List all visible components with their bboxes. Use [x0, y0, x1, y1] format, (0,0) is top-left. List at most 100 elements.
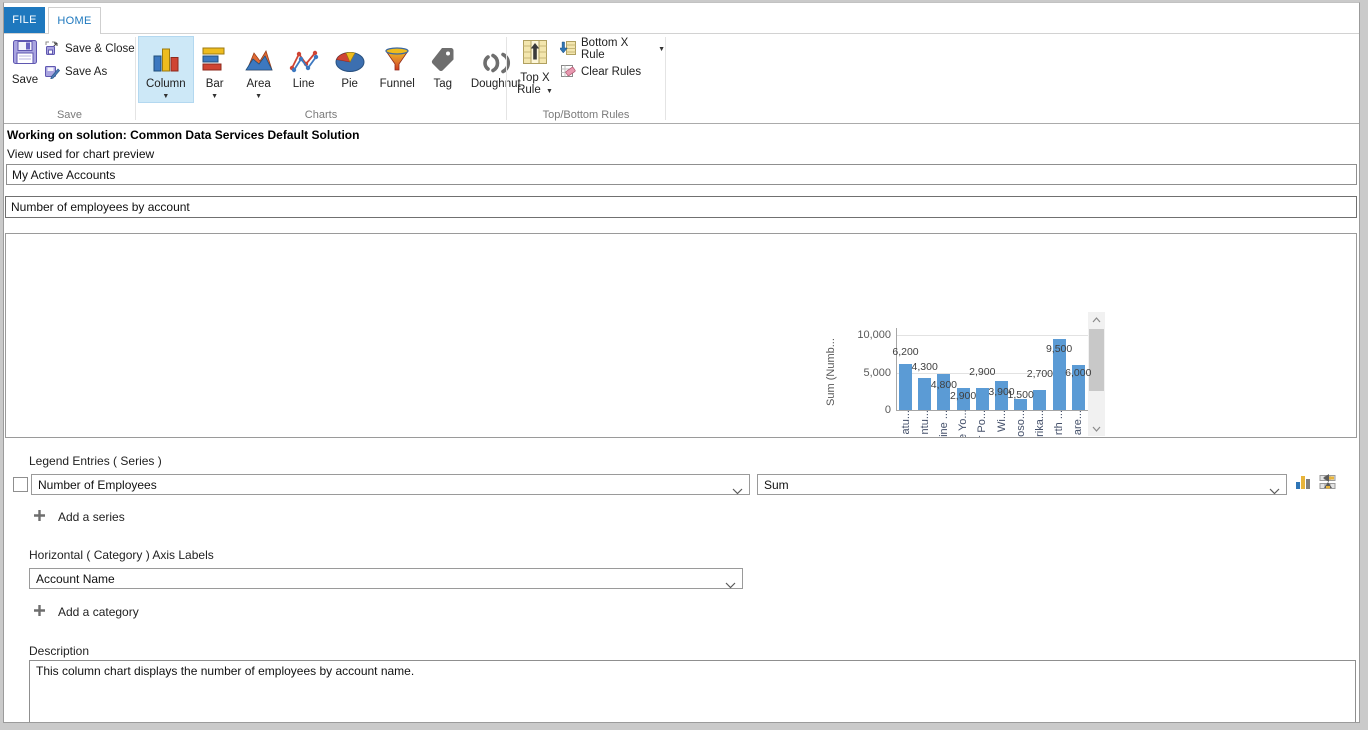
chart-type-line-button[interactable]: Line	[281, 37, 327, 102]
column-chart-icon	[151, 41, 181, 74]
tag-button-label: Tag	[433, 78, 453, 90]
add-series-button[interactable]: Add a series	[33, 509, 125, 525]
chart-area: Sum (Numb... 6,200 4,300 4,800 2,900 2,900 3,…	[821, 299, 1106, 438]
mini-column-chart-icon	[1295, 474, 1311, 495]
chart-type-doughnut-button[interactable]: Doughnut	[464, 37, 528, 102]
chart-x-tick-label: Wi...	[995, 410, 1008, 432]
tab-home[interactable]: HOME	[48, 7, 101, 34]
doughnut-button-label: Doughnut	[470, 78, 521, 90]
chevron-down-icon	[725, 576, 736, 594]
series-chart-type-button[interactable]	[1293, 475, 1313, 494]
pie-button-label: Pie	[341, 78, 358, 90]
scrollbar-thumb[interactable]	[1089, 329, 1104, 391]
chart-title-input[interactable]	[5, 196, 1357, 218]
chart-x-tick-label: atu...	[899, 410, 912, 435]
plus-icon	[33, 509, 46, 525]
series-field-dropdown[interactable]: Number of Employees	[31, 474, 750, 495]
ribbon: Save Save & Close Save As Save	[4, 34, 1359, 124]
doughnut-chart-icon	[480, 41, 512, 74]
series-reorder-button[interactable]	[1317, 473, 1337, 496]
chart-type-area-button[interactable]: Area ▼	[237, 37, 281, 102]
tab-file[interactable]: FILE	[4, 7, 45, 33]
chart-y-tick-label: 10,000	[857, 329, 891, 341]
chart-bar-value-label: 6,000	[1065, 367, 1092, 379]
clear-rules-button[interactable]: Clear Rules	[560, 63, 641, 81]
bottom-x-rule-label: Bottom X Rule	[581, 37, 629, 61]
series-checkbox[interactable]	[13, 477, 28, 492]
add-series-label: Add a series	[58, 510, 125, 524]
save-and-close-icon	[44, 40, 60, 59]
chart-bar	[1052, 338, 1066, 410]
chevron-down-icon	[1269, 482, 1280, 500]
chart-bar	[956, 388, 970, 410]
chart-type-funnel-button[interactable]: Funnel	[373, 37, 422, 102]
scrollbar-up-arrow-icon[interactable]	[1088, 312, 1105, 327]
add-category-button[interactable]: Add a category	[33, 604, 139, 620]
save-icon	[12, 39, 38, 68]
column-dropdown-arrow-icon[interactable]: ▼	[162, 93, 170, 100]
chart-bar-value-label: 2,900	[949, 390, 977, 403]
chart-bar-value-label: 2,700	[1026, 367, 1054, 380]
top-x-rule-icon	[521, 38, 549, 69]
chart-bar-value-label: 3,900	[988, 385, 1015, 398]
chart-bar-value-label: 2,900	[969, 366, 996, 379]
series-field-value: Number of Employees	[38, 478, 157, 492]
chart-bar-value-label: 1,500	[1007, 388, 1034, 401]
series-aggregation-value: Sum	[764, 478, 789, 492]
description-textarea[interactable]: This column chart displays the number of…	[29, 660, 1356, 722]
chart-bar	[899, 363, 912, 410]
category-field-dropdown[interactable]: Account Name	[29, 568, 743, 589]
funnel-button-label: Funnel	[379, 78, 415, 90]
swap-rows-icon	[1317, 473, 1337, 496]
category-section-label: Horizontal ( Category ) Axis Labels	[29, 548, 214, 562]
chart-bar	[1033, 389, 1047, 410]
description-text: This column chart displays the number of…	[36, 664, 415, 678]
line-button-label: Line	[292, 78, 315, 90]
bottom-x-dropdown-arrow-icon[interactable]: ▼	[658, 45, 665, 53]
ribbon-group-save: Save Save & Close Save As Save	[4, 34, 135, 123]
funnel-chart-icon	[383, 41, 411, 74]
chart-type-pie-button[interactable]: Pie	[327, 37, 373, 102]
clear-rules-label: Clear Rules	[581, 66, 642, 78]
save-and-close-label: Save & Close	[65, 43, 135, 55]
chart-y-axis-line	[896, 328, 897, 411]
chart-bar-value-label: 4,800	[930, 379, 958, 391]
bottom-x-rule-button[interactable]: Bottom X Rule ▼	[558, 37, 665, 61]
view-selector-field[interactable]: My Active Accounts	[6, 164, 1357, 185]
series-aggregation-dropdown[interactable]: Sum	[757, 474, 1287, 495]
chart-x-tick-label: are...	[1072, 410, 1085, 436]
category-field-value: Account Name	[36, 572, 115, 586]
save-as-label: Save As	[65, 66, 108, 78]
bar-dropdown-arrow-icon[interactable]: ▼	[211, 93, 219, 100]
save-button[interactable]: Save	[8, 39, 42, 103]
bar-chart-icon	[200, 41, 230, 74]
solution-banner: Working on solution: Common Data Service…	[7, 128, 360, 142]
chart-bar	[1014, 398, 1028, 410]
area-dropdown-arrow-icon[interactable]: ▼	[255, 93, 263, 100]
chart-bar	[937, 374, 951, 410]
bar-button-label: Bar	[205, 78, 224, 90]
chart-type-tag-button[interactable]: Tag	[422, 37, 464, 102]
chart-x-tick-label: rth ...	[1053, 410, 1066, 436]
pie-chart-icon	[334, 41, 366, 74]
scrollbar-down-arrow-icon[interactable]	[1088, 421, 1105, 436]
line-chart-icon	[288, 41, 320, 74]
save-as-button[interactable]: Save As	[44, 63, 107, 81]
chart-bar	[995, 380, 1008, 410]
save-and-close-button[interactable]: Save & Close	[44, 40, 135, 58]
chart-bar-value-label: 6,200	[892, 345, 919, 358]
save-group-label: Save	[56, 109, 83, 121]
chart-x-tick-label: e Yo...	[957, 409, 970, 438]
top-x-rule-button[interactable]: Top X Rule ▼	[513, 38, 557, 98]
charts-group-label: Charts	[304, 109, 338, 121]
chevron-down-icon	[732, 482, 743, 500]
ribbon-group-rules: Top X Rule ▼ Bottom X Rule ▼ Clear Rules…	[507, 34, 665, 123]
chart-bar	[975, 388, 989, 410]
preview-scrollbar[interactable]	[1088, 312, 1105, 436]
description-label: Description	[29, 644, 90, 658]
chart-type-bar-button[interactable]: Bar ▼	[193, 37, 237, 102]
top-x-dropdown-arrow-icon[interactable]: ▼	[545, 88, 553, 95]
ribbon-group-charts: Column ▼ Bar ▼ Area ▼	[136, 34, 521, 123]
chart-type-column-button[interactable]: Column ▼	[138, 36, 194, 103]
view-selector-value: My Active Accounts	[12, 168, 116, 182]
